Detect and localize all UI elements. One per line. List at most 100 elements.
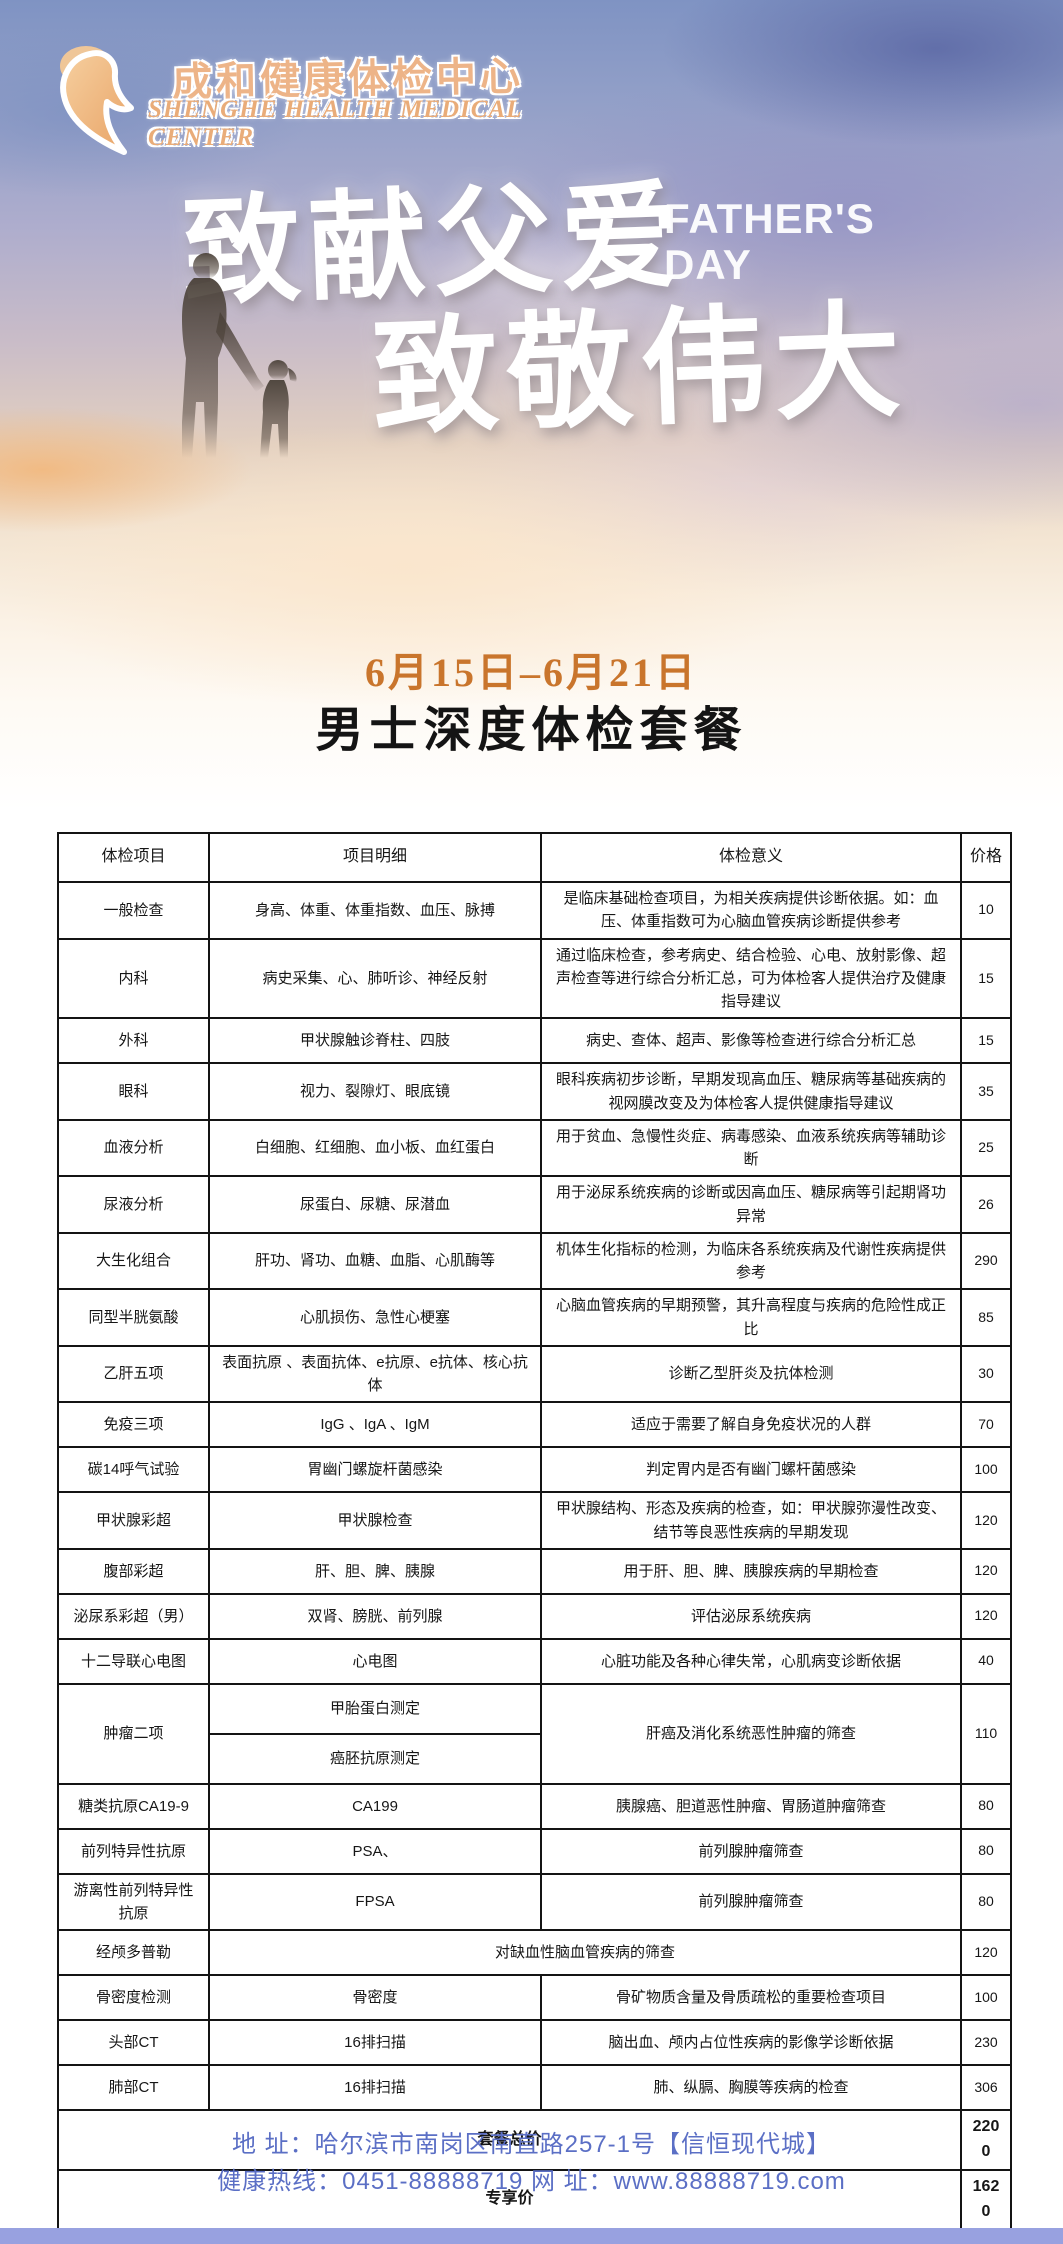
cell-price: 120 [960,1547,1012,1595]
cell-meaning: 心脏功能及各种心律失常，心肌病变诊断依据 [540,1637,962,1685]
cell-meaning: 肺、纵膈、胸膜等疾病的检查 [540,2064,962,2112]
table-row: 眼科 视力、裂隙灯、眼底镜 眼科疾病初步诊断，早期发现高血压、糖尿病等基础疾病的视网… [57,1062,1012,1121]
cell-detail: CA199 [208,1782,542,1830]
table-row: 前列特异性抗原 PSA、 前列腺肿瘤筛查 80 [57,1827,1012,1875]
cell-item: 经颅多普勒 [57,1929,210,1977]
table-row: 乙肝五项 表面抗原 、表面抗体、e抗原、e抗体、核心抗体 诊断乙型肝炎及抗体检测 30 [57,1344,1012,1404]
cell-detail: PSA、 [208,1827,542,1875]
heart-swoosh-icon [60,46,134,155]
col-header-item: 体检项目 [57,832,210,883]
cell-meaning: 是临床基础检查项目，为相关疾病提供诊断依据。如：血压、体重指数可为心脑血管疾病诊… [540,881,962,940]
cell-item: 十二导联心电图 [57,1637,210,1685]
cell-meaning: 判定胃内是否有幽门螺杆菌感染 [540,1446,962,1494]
cell-meaning: 心脑血管疾病的早期预警，其升高程度与疾病的危险性成正比 [540,1288,962,1347]
cell-item: 免疫三项 [57,1401,210,1449]
poster-title-english-line2: DAY [664,241,752,289]
table-row: 经颅多普勒 对缺血性脑血管疾病的筛查 120 [57,1929,1012,1977]
father-child-silhouette [182,253,297,458]
cell-item: 糖类抗原CA19-9 [57,1782,210,1830]
cell-item: 尿液分析 [57,1175,210,1234]
cell-price: 15 [960,1017,1012,1065]
cell-price: 2200 [960,2109,1012,2171]
cell-price: 15 [960,937,1012,1020]
cell-detail: 16排扫描 [208,2064,542,2112]
promo-date-range: 6月15日–6月21日 [365,650,698,695]
table-row: 内科 病史采集、心、肺听诊、神经反射 通过临床检查，参考病史、结合检验、心电、放射影… [57,937,1012,1020]
cell-total-label: 专享价 [57,2168,962,2231]
cell-item: 肺部CT [57,2064,210,2112]
cell-meaning: 胰腺癌、胆道恶性肿瘤、胃肠道肿瘤筛查 [540,1782,962,1830]
table-row: 腹部彩超 肝、胆、脾、胰腺 用于肝、胆、脾、胰腺疾病的早期检查 120 [57,1547,1012,1595]
poster-title-english: FATHER'S DAY [664,195,875,289]
cell-item: 眼科 [57,1062,210,1121]
table-total-row: 套餐总价 2200 [57,2109,1012,2171]
table-row: 甲状腺彩超 甲状腺检查 甲状腺结构、形态及疾病的检查，如：甲状腺弥漫性改变、结节等良… [57,1491,1012,1550]
cell-price: 80 [960,1827,1012,1875]
cell-detail: IgG 、IgA 、IgM [208,1401,542,1449]
cell-item: 腹部彩超 [57,1547,210,1595]
cell-detail: 甲状腺检查 [208,1491,542,1550]
cell-detail: 心电图 [208,1637,542,1685]
cell-meaning: 适应于需要了解自身免疫状况的人群 [540,1401,962,1449]
cell-price: 70 [960,1401,1012,1449]
table-row: 免疫三项 IgG 、IgA 、IgM 适应于需要了解自身免疫状况的人群 70 [57,1401,1012,1449]
cell-total-label: 套餐总价 [57,2109,962,2171]
cell-item: 同型半胱氨酸 [57,1288,210,1347]
cell-meaning: 眼科疾病初步诊断，早期发现高血压、糖尿病等基础疾病的视网膜改变及为体检客人提供健… [540,1062,962,1121]
cell-detail: 白细胞、红细胞、血小板、血红蛋白 [208,1118,542,1178]
cell-meaning: 用于肝、胆、脾、胰腺疾病的早期检查 [540,1547,962,1595]
cell-price: 26 [960,1175,1012,1234]
table-row: 大生化组合 肝功、肾功、血糖、血脂、心肌酶等 机体生化指标的检测，为临床各系统疾病及… [57,1231,1012,1291]
table-row: 肿瘤二项 甲胎蛋白测定 肝癌及消化系统恶性肿瘤的筛查 110 [57,1682,1012,1785]
cell-detail: 肝、胆、脾、胰腺 [208,1547,542,1595]
table-row: 头部CT 16排扫描 脑出血、颅内占位性疾病的影像学诊断依据 230 [57,2019,1012,2067]
cell-item: 外科 [57,1017,210,1065]
table-row: 肺部CT 16排扫描 肺、纵膈、胸膜等疾病的检查 306 [57,2064,1012,2112]
clinic-logo: 成和健康体检中心 SHENGHÉ HEALTH MEDICAL CENTER [52,38,612,168]
cell-price: 30 [960,1344,1012,1404]
clinic-name-english: SHENGHÉ HEALTH MEDICAL CENTER [148,96,522,151]
cell-detail: 尿蛋白、尿糖、尿潜血 [208,1175,542,1234]
table-row: 血液分析 白细胞、红细胞、血小板、血红蛋白 用于贫血、急慢性炎症、病毒感染、血液系统… [57,1118,1012,1178]
cell-item: 内科 [57,937,210,1020]
cell-price: 230 [960,2019,1012,2067]
cell-price: 100 [960,1446,1012,1494]
cell-item: 血液分析 [57,1118,210,1178]
col-header-price: 价格 [960,832,1012,883]
cell-item: 甲状腺彩超 [57,1491,210,1550]
cell-price: 40 [960,1637,1012,1685]
cell-item: 前列特异性抗原 [57,1827,210,1875]
table-row: 十二导联心电图 心电图 心脏功能及各种心律失常，心肌病变诊断依据 40 [57,1637,1012,1685]
table-row: 泌尿系彩超（男） 双肾、膀胱、前列腺 评估泌尿系统疾病 120 [57,1592,1012,1640]
cell-price: 85 [960,1288,1012,1347]
cell-detail: 甲状腺触诊脊柱、四肢 [208,1017,542,1065]
cell-meaning: 病史、查体、超声、影像等检查进行综合分析汇总 [540,1017,962,1065]
cell-price: 120 [960,1592,1012,1640]
cell-price: 290 [960,1231,1012,1291]
cell-price: 110 [960,1682,1012,1785]
cell-item: 泌尿系彩超（男） [57,1592,210,1640]
cell-detail: 胃幽门螺旋杆菌感染 [208,1446,542,1494]
cell-item: 一般检查 [57,881,210,940]
col-header-detail: 项目明细 [208,832,542,883]
cell-meaning: 诊断乙型肝炎及抗体检测 [540,1344,962,1404]
cell-price: 80 [960,1782,1012,1830]
cell-meaning: 甲状腺结构、形态及疾病的检查，如：甲状腺弥漫性改变、结节等良恶性疾病的早期发现 [540,1491,962,1550]
footer-hotline: 健康热线：0451-88888719 网 址：www.88888719.com [217,2168,846,2196]
cell-price: 100 [960,1974,1012,2022]
cell-detail: 肝功、肾功、血糖、血脂、心肌酶等 [208,1231,542,1291]
table-total-row: 专享价 1620 [57,2168,1012,2231]
cell-item: 头部CT [57,2019,210,2067]
cell-detail: 表面抗原 、表面抗体、e抗原、e抗体、核心抗体 [208,1344,542,1404]
cell-price: 25 [960,1118,1012,1178]
cell-price: 120 [960,1491,1012,1550]
cell-detail: 癌胚抗原测定 [208,1732,542,1785]
cell-price: 120 [960,1929,1012,1977]
cell-meaning: 通过临床检查，参考病史、结合检验、心电、放射影像、超声检查等进行综合分析汇总，可… [540,937,962,1020]
cell-price: 306 [960,2064,1012,2112]
cell-detail: 16排扫描 [208,2019,542,2067]
col-header-meaning: 体检意义 [540,832,962,883]
cell-item: 游离性前列特异性抗原 [57,1872,210,1932]
poster-title-english-line1: FATHER'S [664,195,875,242]
cell-meaning: 前列腺肿瘤筛查 [540,1827,962,1875]
